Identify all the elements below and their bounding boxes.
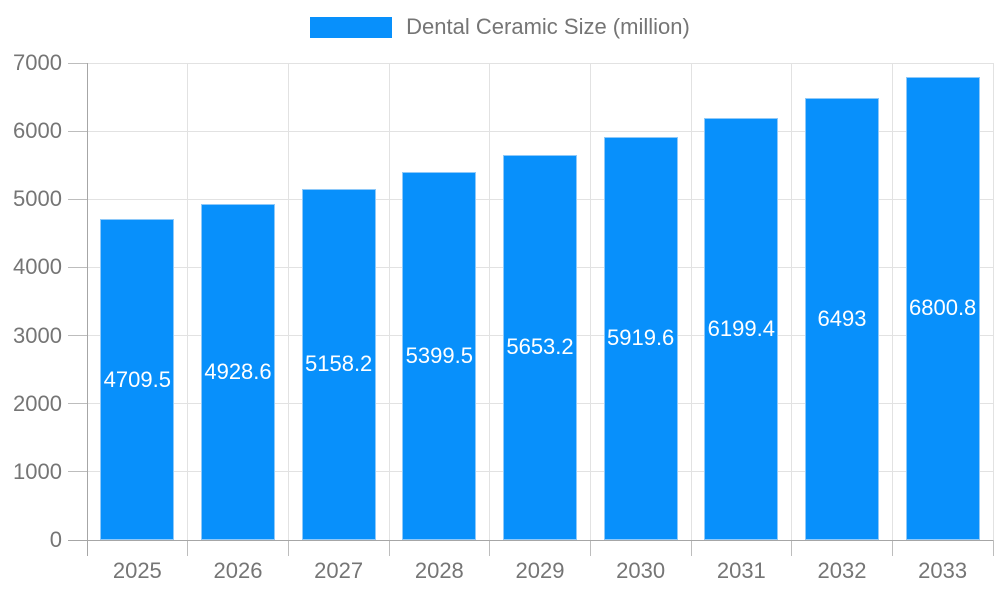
bar-value-label: 6199.4	[707, 315, 775, 341]
y-axis-tick-label: 1000	[13, 458, 62, 484]
horizontal-gridline	[87, 130, 993, 132]
y-axis-tick	[68, 471, 87, 473]
horizontal-gridline	[87, 62, 993, 64]
x-axis-tick-label: 2026	[213, 558, 263, 583]
x-axis-tick	[690, 540, 692, 556]
x-axis-tick	[891, 540, 893, 556]
x-axis-tick	[589, 540, 591, 556]
legend-item[interactable]: Dental Ceramic Size (million)	[310, 14, 690, 40]
y-axis-tick-label: 2000	[13, 390, 62, 416]
chart-legend: Dental Ceramic Size (million)	[0, 14, 1000, 40]
bar	[201, 204, 275, 540]
x-axis-tick	[287, 540, 289, 556]
vertical-gridline	[690, 63, 692, 540]
legend-swatch-icon	[310, 16, 393, 38]
vertical-gridline	[287, 63, 289, 540]
vertical-gridline	[589, 63, 591, 540]
x-axis-tick-label: 2029	[515, 558, 565, 583]
bar-value-label: 4709.5	[103, 366, 171, 392]
vertical-gridline	[992, 63, 994, 540]
x-axis-tick	[791, 540, 793, 556]
x-axis-tick	[992, 540, 994, 556]
bar-value-label: 6493	[817, 305, 867, 331]
vertical-gridline	[187, 63, 189, 540]
y-axis-tick-label: 0	[49, 527, 62, 552]
vertical-gridline	[891, 63, 893, 540]
x-axis-line	[68, 539, 993, 541]
x-axis-tick	[489, 540, 491, 556]
bar-value-label: 5653.2	[506, 334, 574, 360]
y-axis-tick	[68, 198, 87, 200]
y-axis-tick-label: 5000	[13, 186, 62, 212]
bar-value-label: 5919.6	[607, 325, 675, 351]
vertical-gridline	[489, 63, 491, 540]
bar-value-label: 6800.8	[909, 295, 977, 321]
y-axis-line	[86, 63, 88, 556]
bar	[402, 172, 477, 540]
x-axis-tick-label: 2028	[414, 558, 464, 583]
y-axis-tick	[68, 403, 87, 405]
y-axis-tick-label: 7000	[13, 50, 62, 75]
bar	[805, 97, 879, 540]
y-axis-tick-label: 4000	[13, 254, 62, 280]
x-axis-tick	[388, 540, 390, 556]
bar	[301, 188, 376, 540]
y-axis-tick-label: 3000	[13, 322, 62, 348]
legend-label: Dental Ceramic Size (million)	[406, 14, 690, 39]
bar	[704, 117, 779, 540]
bar-value-label: 5158.2	[305, 351, 373, 377]
bar	[905, 76, 980, 540]
x-axis-tick-label: 2027	[314, 558, 364, 583]
bar	[100, 219, 175, 540]
y-axis-tick	[68, 130, 87, 132]
bar-value-label: 4928.6	[204, 359, 272, 385]
bar	[503, 154, 577, 540]
x-axis-tick-label: 2033	[918, 558, 968, 583]
vertical-gridline	[791, 63, 793, 540]
vertical-gridline	[388, 63, 390, 540]
y-axis-tick	[68, 335, 87, 337]
x-axis-tick-label: 2025	[112, 558, 162, 583]
y-axis-tick	[68, 266, 87, 268]
x-axis-tick-label: 2030	[616, 558, 666, 583]
x-axis-tick-label: 2031	[716, 558, 766, 583]
y-axis-tick	[68, 62, 87, 64]
x-axis-tick-label: 2032	[817, 558, 867, 583]
x-axis-tick	[187, 540, 189, 556]
bar	[603, 136, 678, 540]
y-axis-tick-label: 6000	[13, 118, 62, 144]
bar-value-label: 5399.5	[405, 343, 473, 369]
